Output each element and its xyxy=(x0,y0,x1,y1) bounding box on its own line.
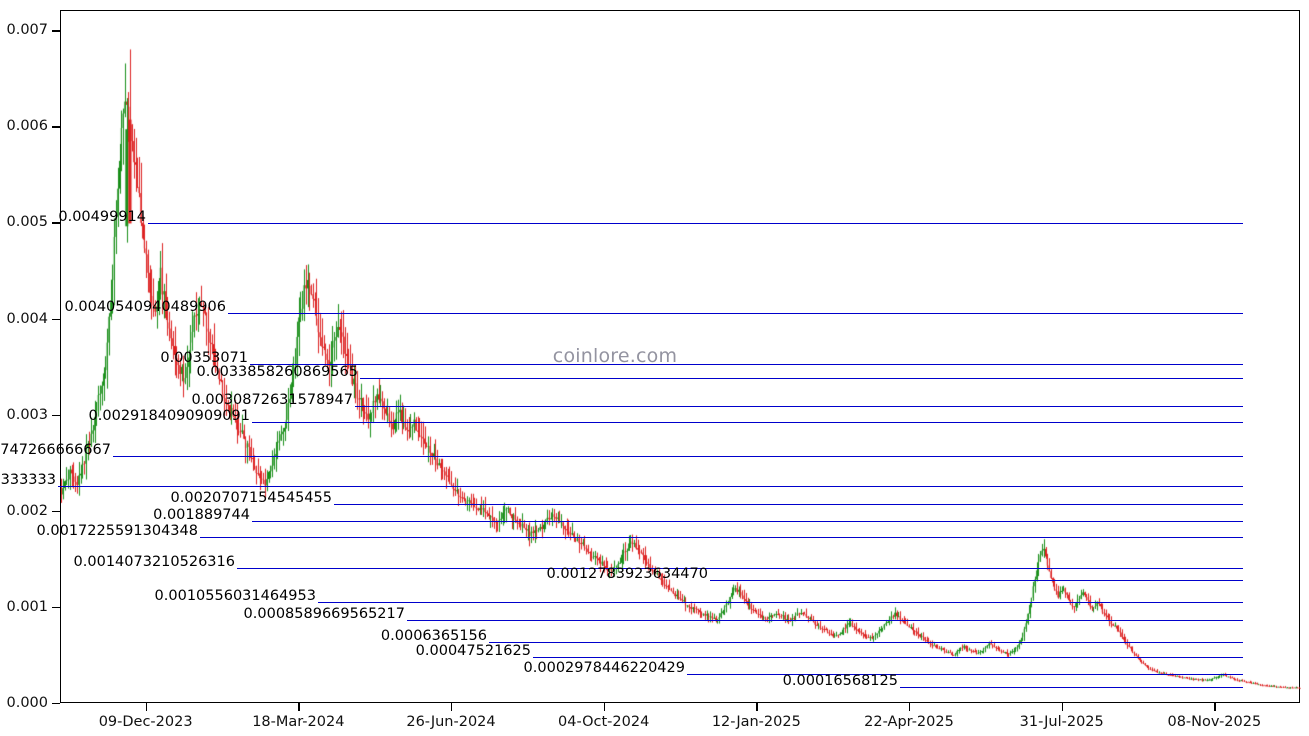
price-level-line xyxy=(58,485,1243,487)
price-level-label: 0.00499914 xyxy=(58,208,146,225)
price-level-line xyxy=(200,537,1243,539)
price-level-line xyxy=(533,657,1243,659)
x-axis-tick-mark xyxy=(1061,703,1064,711)
price-candlestick-canvas xyxy=(61,11,1301,704)
x-axis-tick-label: 09-Dec-2023 xyxy=(98,714,193,730)
price-level-line xyxy=(252,521,1243,523)
price-level-line xyxy=(407,620,1243,622)
price-level-label: 0.001889744 xyxy=(153,507,250,524)
price-level-label: 0.0010556031464953 xyxy=(154,587,316,604)
price-level-label: 0.0040540940489906 xyxy=(64,299,226,316)
x-axis-tick-mark xyxy=(603,703,606,711)
price-level-label: 0.0020707154545455 xyxy=(170,489,332,506)
price-level-label: 0.0030872631578947 xyxy=(191,392,353,409)
x-axis-tick-mark xyxy=(756,703,758,711)
price-level-line xyxy=(250,363,1243,365)
price-level-label: 0.0022583333333333 xyxy=(0,471,56,488)
price-level-line xyxy=(252,422,1243,424)
x-axis-tick-label: 12-Jan-2025 xyxy=(711,714,801,730)
price-level-label: 0.00047521625 xyxy=(415,643,531,660)
price-level-label: 0.0012783923634470 xyxy=(546,566,708,583)
watermark-label: coinlore.com xyxy=(552,345,678,367)
price-level-line xyxy=(687,674,1243,676)
price-level-line xyxy=(318,601,1243,603)
x-axis-tick-label: 08-Nov-2025 xyxy=(1167,714,1262,730)
y-axis-tick-label: 0.005 xyxy=(6,214,48,231)
plot-area xyxy=(60,10,1301,704)
y-axis-tick-label: 0.000 xyxy=(6,695,48,711)
y-axis-tick-mark xyxy=(52,703,60,705)
price-level-label: 0.00353071 xyxy=(160,349,248,366)
price-level-line xyxy=(360,377,1243,379)
x-axis-tick-mark xyxy=(450,703,453,711)
price-level-label: 0.0017225591304348 xyxy=(36,523,198,540)
price-level-label: 0.00016568125 xyxy=(782,673,898,690)
y-axis-tick-mark xyxy=(52,222,60,224)
y-axis-tick-mark xyxy=(52,126,60,128)
y-axis-tick-label: 0.007 xyxy=(6,22,48,39)
x-axis-tick-mark xyxy=(909,703,911,711)
x-axis-tick-label: 26-Jun-2024 xyxy=(406,714,496,730)
x-axis-tick-mark xyxy=(1214,703,1216,711)
y-axis-tick-label: 0.002 xyxy=(6,502,48,519)
x-axis-tick-label: 18-Mar-2024 xyxy=(252,714,345,730)
y-axis-tick-label: 0.004 xyxy=(6,310,48,327)
price-level-line xyxy=(710,580,1243,582)
y-axis-tick-label: 0.006 xyxy=(6,118,48,135)
y-axis-tick-mark xyxy=(52,414,60,417)
x-axis-tick-mark xyxy=(145,703,148,711)
price-level-label: 0.0008589669565217 xyxy=(243,606,405,623)
price-level-line xyxy=(489,641,1243,643)
x-axis-tick-label: 22-Apr-2025 xyxy=(864,714,954,730)
x-axis-tick-label: 04-Oct-2024 xyxy=(558,714,650,730)
price-level-line xyxy=(900,687,1243,689)
y-axis-tick-label: 0.001 xyxy=(6,598,48,615)
price-level-label: 0.0014073210526316 xyxy=(73,553,235,570)
price-level-line xyxy=(228,313,1243,315)
price-level-label: 0.0002978446220429 xyxy=(523,660,685,677)
price-level-line xyxy=(148,222,1243,224)
price-level-label: 0.0006365156 xyxy=(380,627,487,644)
y-axis-tick-mark xyxy=(52,318,60,320)
price-level-label: 0.0029184090909091 xyxy=(88,408,250,425)
y-axis-tick-label: 0.003 xyxy=(6,406,48,423)
price-level-line xyxy=(355,406,1243,408)
y-axis-tick-mark xyxy=(52,606,60,609)
price-level-line xyxy=(334,503,1243,505)
price-level-label: 0.0025747266666667 xyxy=(0,441,111,458)
price-level-label: 0.0033858260869565 xyxy=(196,363,358,380)
x-axis-tick-mark xyxy=(298,703,300,711)
price-level-line xyxy=(113,455,1243,457)
y-axis-tick-mark xyxy=(52,30,60,32)
price-level-line xyxy=(237,567,1243,569)
y-axis-tick-mark xyxy=(52,510,60,513)
x-axis-tick-label: 31-Jul-2025 xyxy=(1019,714,1104,730)
